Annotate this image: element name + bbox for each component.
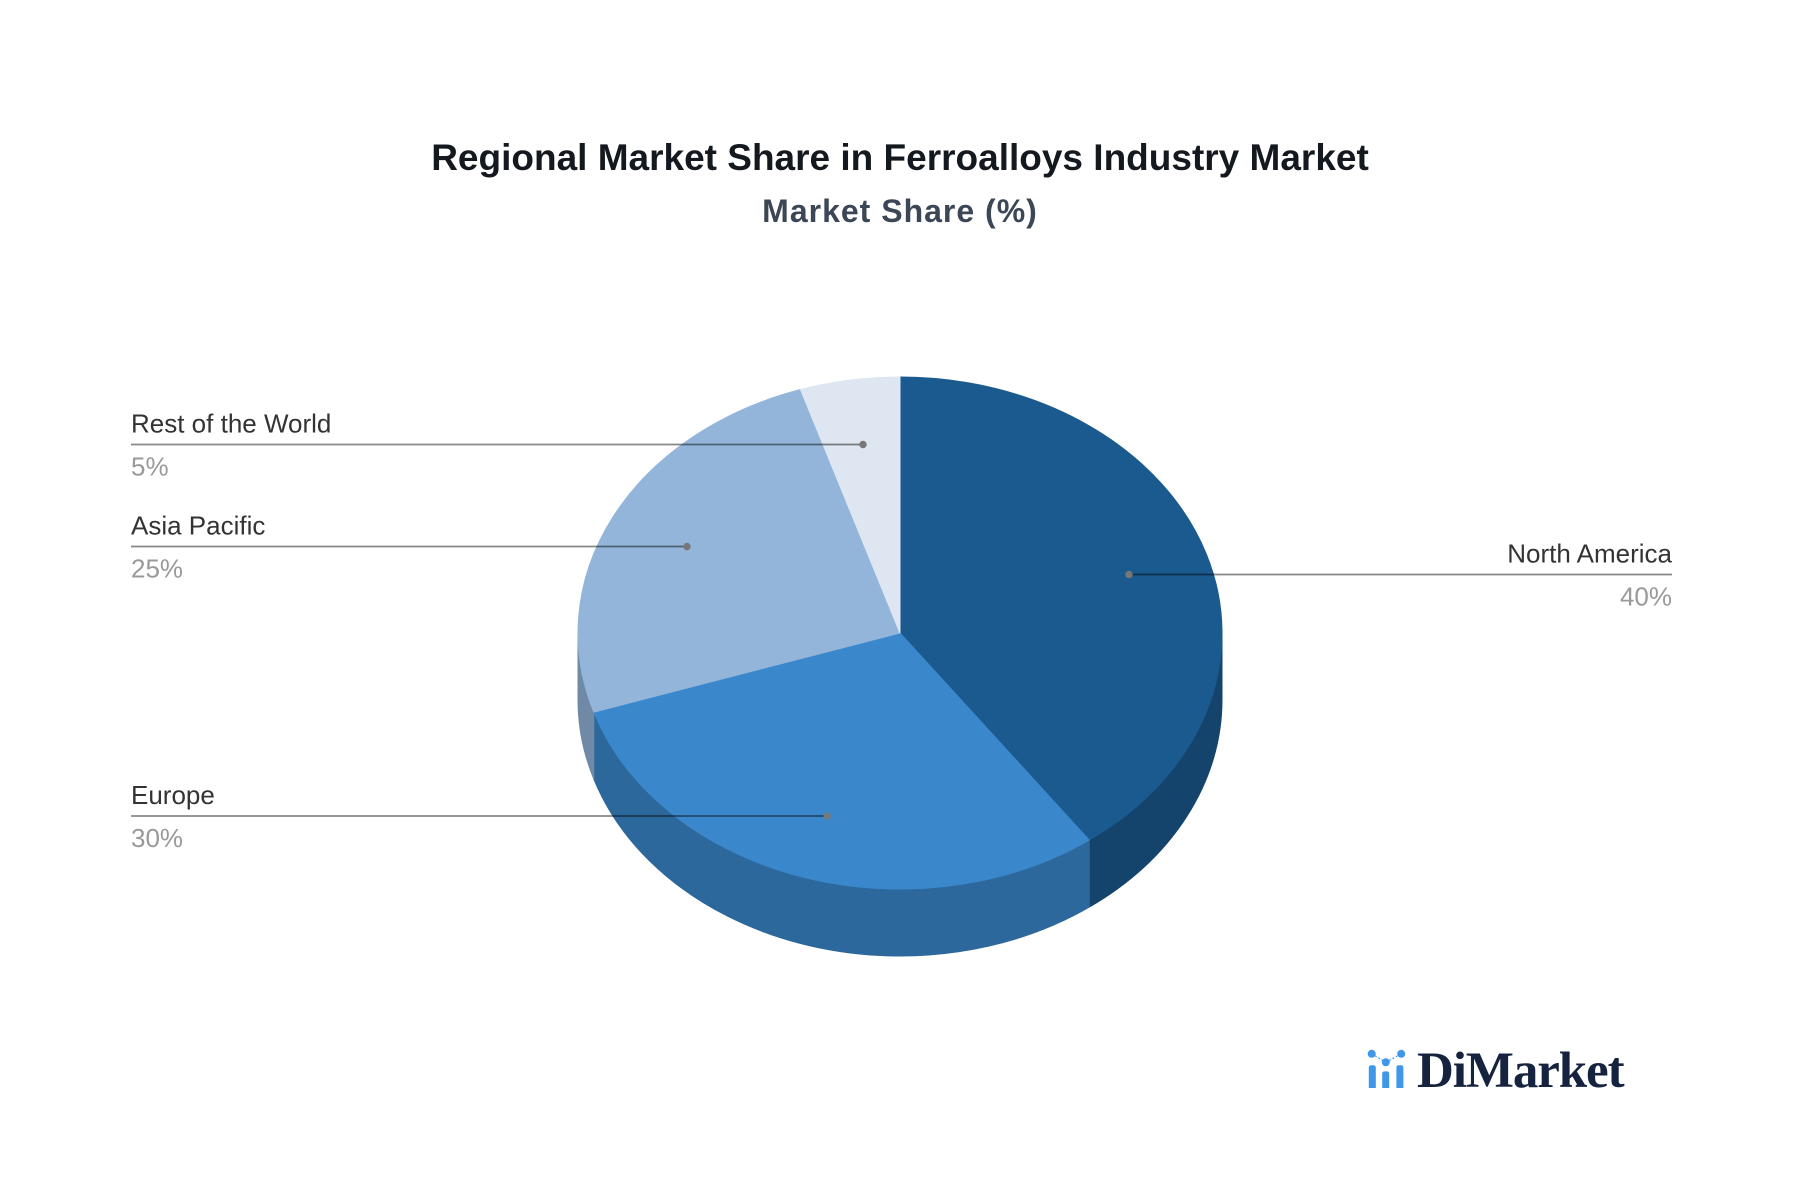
svg-text:40%: 40% [1620,582,1672,612]
svg-text:Regional Market Share in Ferro: Regional Market Share in Ferroalloys Ind… [431,137,1369,178]
svg-text:Rest of the World: Rest of the World [131,409,331,439]
svg-text:Europe: Europe [131,780,215,810]
svg-text:5%: 5% [131,452,169,482]
svg-text:Market Share (%): Market Share (%) [762,193,1038,229]
svg-text:30%: 30% [131,823,183,853]
svg-text:25%: 25% [131,554,183,584]
svg-text:DiMarket: DiMarket [1417,1043,1625,1099]
svg-text:North America: North America [1507,539,1672,569]
svg-text:Asia Pacific: Asia Pacific [131,511,265,541]
